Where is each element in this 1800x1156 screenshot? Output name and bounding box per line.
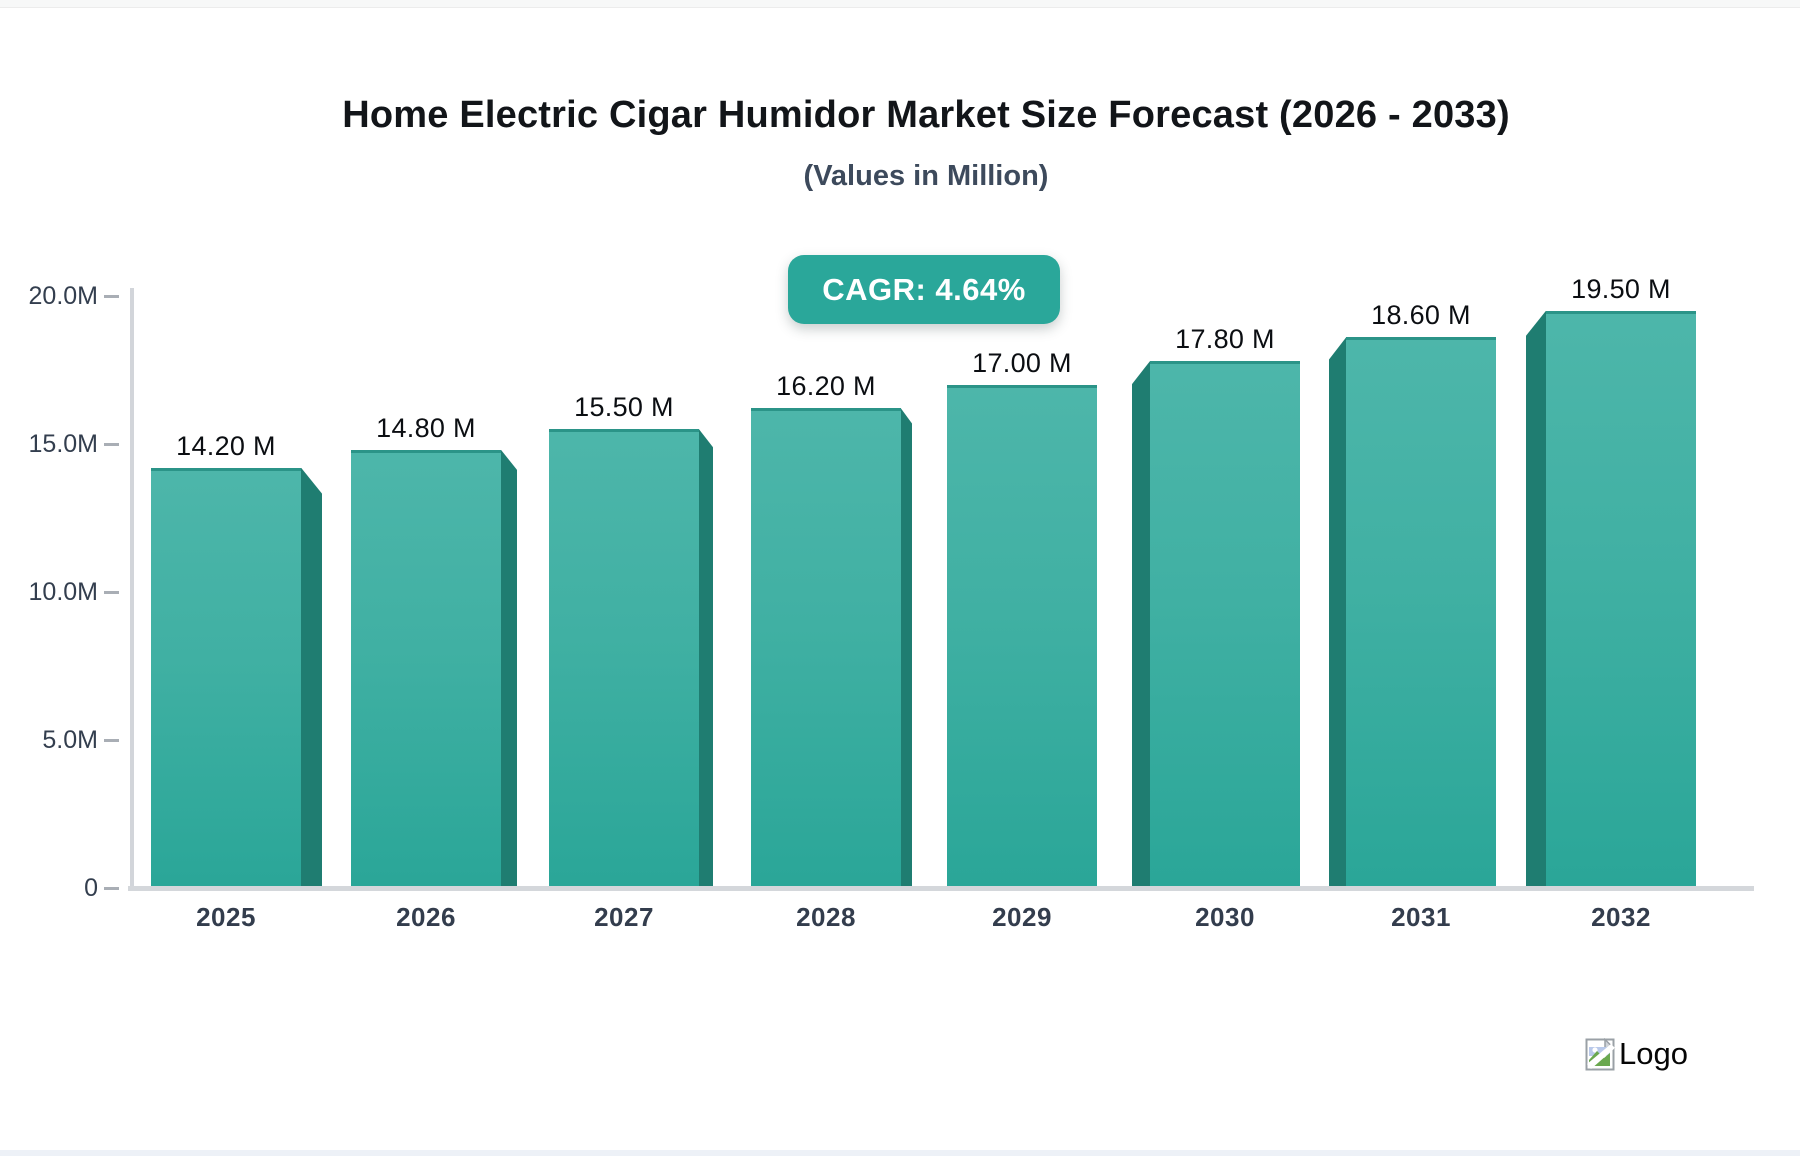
bar-2032[interactable] — [1546, 310, 1696, 888]
y-tick-label: 10.0M — [28, 578, 98, 606]
y-tick-label: 15.0M — [28, 430, 98, 458]
broken-image-icon — [1585, 1038, 1616, 1071]
y-axis-line — [130, 288, 134, 888]
y-tick-mark — [104, 443, 119, 446]
bar-side-2031 — [1329, 337, 1346, 888]
y-tick-label: 0 — [84, 874, 98, 902]
bar-value-label: 18.60 M — [1371, 300, 1471, 331]
bar-value-label: 17.80 M — [1175, 324, 1275, 355]
x-tick-label-2030: 2030 — [1195, 902, 1255, 932]
bar-value-label: 16.20 M — [776, 371, 876, 402]
chart-title: Home Electric Cigar Humidor Market Size … — [342, 94, 1510, 136]
bar-value-label: 17.00 M — [972, 347, 1072, 378]
cagr-badge-label: CAGR: 4.64% — [822, 271, 1026, 307]
top-edge-strip — [0, 0, 1800, 8]
bar-side-2025 — [301, 467, 322, 888]
logo: Logo — [1585, 1037, 1688, 1071]
x-tick-label-2028: 2028 — [796, 902, 856, 932]
x-tick-label-2026: 2026 — [396, 902, 456, 932]
bar-2027[interactable] — [549, 429, 699, 888]
bar-side-2028 — [901, 408, 912, 888]
bar-2031[interactable] — [1346, 337, 1496, 888]
bar-value-label: 15.50 M — [574, 392, 674, 423]
bar-side-2026 — [501, 449, 517, 888]
x-tick-label-2029: 2029 — [992, 902, 1052, 932]
y-tick-label: 20.0M — [28, 282, 98, 310]
bar-2028[interactable] — [751, 408, 901, 888]
y-tick-mark — [104, 295, 119, 298]
bar-2026[interactable] — [351, 449, 501, 888]
bar-2029[interactable] — [947, 384, 1097, 888]
cagr-badge: CAGR: 4.64% — [788, 255, 1060, 324]
bar-value-label: 14.80 M — [376, 412, 476, 443]
x-axis-line — [128, 886, 1754, 891]
bar-2025[interactable] — [151, 467, 301, 888]
bar-2030[interactable] — [1150, 361, 1300, 888]
x-tick-label-2027: 2027 — [594, 902, 654, 932]
y-tick-label: 5.0M — [42, 726, 98, 754]
bottom-edge-strip — [0, 1150, 1800, 1156]
chart-subtitle: (Values in Million) — [803, 160, 1049, 192]
x-tick-label-2032: 2032 — [1591, 902, 1651, 932]
bar-side-2027 — [699, 429, 713, 888]
x-tick-label-2025: 2025 — [196, 902, 256, 932]
bar-value-label: 14.20 M — [176, 430, 276, 461]
x-tick-label-2031: 2031 — [1391, 902, 1451, 932]
y-tick-mark — [104, 887, 119, 890]
y-tick-mark — [104, 591, 119, 594]
bar-value-label: 19.50 M — [1571, 273, 1671, 304]
bar-side-2032 — [1526, 310, 1546, 888]
y-tick-mark — [104, 739, 119, 742]
bar-side-2030 — [1132, 361, 1150, 888]
logo-alt-text: Logo — [1619, 1036, 1688, 1071]
